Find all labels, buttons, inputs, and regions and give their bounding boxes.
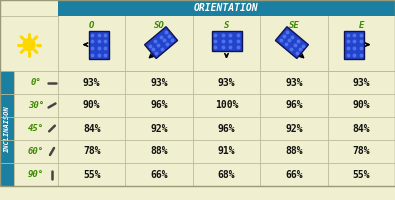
Text: 66%: 66% [285,170,303,180]
Text: 100%: 100% [215,100,238,110]
Text: 88%: 88% [150,146,168,156]
Text: O: O [89,21,94,29]
Text: 93%: 93% [352,77,370,88]
Bar [58,0,395,16]
Text: SO: SO [154,21,164,29]
Text: 30°: 30° [28,101,44,110]
Text: 91%: 91% [218,146,235,156]
Polygon shape [89,31,109,59]
Text: 88%: 88% [285,146,303,156]
Circle shape [23,39,35,51]
Text: S: S [224,21,229,29]
Bar [0,0,58,71]
Polygon shape [275,27,308,58]
Text: 84%: 84% [352,123,370,134]
Text: 96%: 96% [218,123,235,134]
Text: E: E [359,21,364,29]
Text: 93%: 93% [285,77,303,88]
Text: 93%: 93% [83,77,100,88]
Text: 60°: 60° [28,147,44,156]
Text: INCLINAISON: INCLINAISON [4,105,10,152]
Text: 96%: 96% [150,100,168,110]
Bar [0,71,14,186]
Polygon shape [211,31,241,51]
Text: 90%: 90% [352,100,370,110]
Text: 68%: 68% [218,170,235,180]
Text: 90%: 90% [83,100,100,110]
Text: 96%: 96% [285,100,303,110]
Text: 90°: 90° [28,170,44,179]
Text: 78%: 78% [352,146,370,156]
Text: 55%: 55% [352,170,370,180]
Text: 92%: 92% [285,123,303,134]
Text: 92%: 92% [150,123,168,134]
Text: 66%: 66% [150,170,168,180]
Text: 45°: 45° [28,124,44,133]
Polygon shape [145,27,178,58]
Text: ORIENTATION: ORIENTATION [194,3,259,13]
Text: 84%: 84% [83,123,100,134]
Polygon shape [344,31,364,59]
Text: 55%: 55% [83,170,100,180]
Text: SE: SE [288,21,299,29]
Text: 93%: 93% [218,77,235,88]
Text: 78%: 78% [83,146,100,156]
Text: 0°: 0° [31,78,41,87]
Text: 93%: 93% [150,77,168,88]
